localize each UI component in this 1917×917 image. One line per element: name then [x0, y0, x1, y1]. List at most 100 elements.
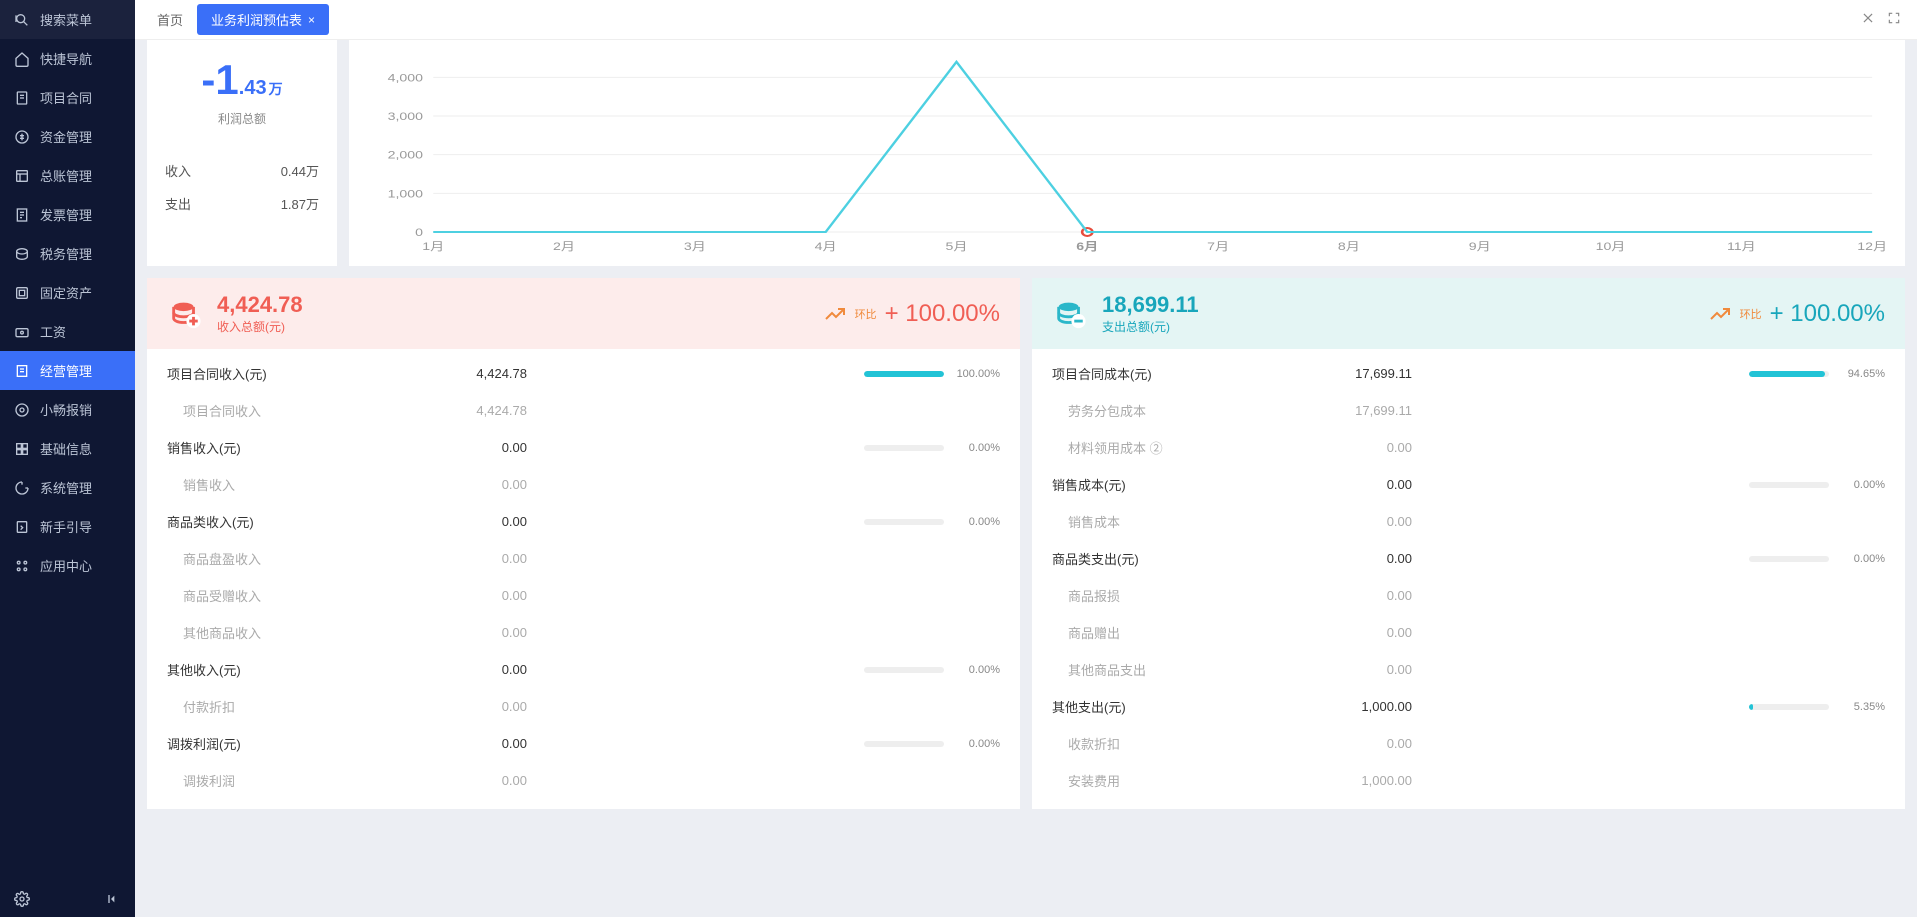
sidebar-item-label: 经营管理 [40, 361, 92, 380]
bar-wrap: 5.35% [1412, 701, 1885, 713]
sidebar-item-guide[interactable]: 新手引导 [0, 507, 135, 546]
row-val: 0.00 [387, 514, 527, 529]
sidebar-item-tax[interactable]: 税务管理 [0, 234, 135, 273]
sidebar-item-salary[interactable]: 工资 [0, 312, 135, 351]
sidebar-item-label: 应用中心 [40, 556, 92, 575]
sidebar-item-search[interactable]: 搜索菜单 [0, 0, 135, 39]
expense-sub: 支出总额(元) [1102, 318, 1199, 335]
sidebar-item-apps[interactable]: 应用中心 [0, 546, 135, 585]
bar-pct: 0.00% [952, 442, 1000, 454]
bar-track [1749, 482, 1829, 488]
bar-track [864, 519, 944, 525]
sidebar-item-reimburse[interactable]: 小畅报销 [0, 390, 135, 429]
row-name: 材料领用成本 ② [1052, 438, 1272, 457]
sidebar-item-home[interactable]: 快捷导航 [0, 39, 135, 78]
table-row: 销售成本(元)0.000.00% [1052, 466, 1885, 503]
expense-amount: 18,699.11 [1102, 292, 1199, 318]
row-name: 收款折扣 [1052, 734, 1272, 753]
sidebar-item-label: 工资 [40, 322, 66, 341]
row-name: 调拨利润 [167, 771, 387, 790]
row-val: 4,424.78 [387, 366, 527, 381]
bar-pct: 100.00% [952, 368, 1000, 380]
salary-icon [14, 324, 30, 340]
trend-up-icon [823, 302, 847, 326]
table-row: 调拨利润(元)0.000.00% [167, 725, 1000, 762]
row-name: 安装费用 [1052, 771, 1272, 790]
svg-text:4,000: 4,000 [388, 72, 423, 84]
bar-track [864, 667, 944, 673]
row-val: 0.00 [1272, 625, 1412, 640]
row-name: 其他商品支出 [1052, 660, 1272, 679]
expense-head: 18,699.11 支出总额(元) 环比 + 100.00% [1032, 278, 1905, 349]
row-val: 0.00 [1272, 551, 1412, 566]
collapse-icon[interactable] [105, 891, 121, 907]
table-row: 劳务分包成本17,699.11 [1052, 392, 1885, 429]
sidebar-item-book[interactable]: 总账管理 [0, 156, 135, 195]
sidebar-item-invoice[interactable]: 发票管理 [0, 195, 135, 234]
fullscreen-icon[interactable] [1887, 11, 1901, 28]
chart-card: 01,0002,0003,0004,0001月2月3月4月5月6月7月8月9月1… [349, 40, 1905, 266]
tab-home-label: 首页 [157, 10, 183, 29]
bar-wrap: 100.00% [527, 368, 1000, 380]
table-row: 项目合同收入4,424.78 [167, 392, 1000, 429]
row-val: 0.00 [387, 477, 527, 492]
main: 首页 业务利润预估表 × -1 .43 [135, 0, 1917, 917]
info-icon [14, 441, 30, 457]
row-val: 0.00 [1272, 477, 1412, 492]
row-name: 其他收入(元) [167, 660, 387, 679]
bar-fill [864, 371, 944, 377]
sidebar-item-asset[interactable]: 固定资产 [0, 273, 135, 312]
sidebar-item-doc[interactable]: 项目合同 [0, 78, 135, 117]
row-name: 商品赠出 [1052, 623, 1272, 642]
table-row: 商品报损0.00 [1052, 577, 1885, 614]
sidebar-item-label: 总账管理 [40, 166, 92, 185]
income-ring-label: 环比 [855, 306, 877, 322]
sidebar-item-label: 固定资产 [40, 283, 92, 302]
tab-home[interactable]: 首页 [143, 4, 197, 35]
profit-unit: 万 [269, 79, 283, 99]
row-val: 1,000.00 [1272, 773, 1412, 788]
row-name: 销售成本(元) [1052, 475, 1272, 494]
settings-icon[interactable] [14, 891, 30, 907]
sidebar-item-info[interactable]: 基础信息 [0, 429, 135, 468]
bar-track [1749, 556, 1829, 562]
tab-active-label: 业务利润预估表 [211, 10, 302, 29]
profit-row-key: 支出 [165, 194, 191, 213]
sidebar-item-label: 系统管理 [40, 478, 92, 497]
bar-track [1749, 371, 1829, 377]
row-name: 销售收入 [167, 475, 387, 494]
sidebar-item-system[interactable]: 系统管理 [0, 468, 135, 507]
bar-track [864, 445, 944, 451]
bar-pct: 0.00% [952, 664, 1000, 676]
svg-text:7月: 7月 [1207, 240, 1229, 252]
trend-up-icon [1708, 302, 1732, 326]
table-row: 商品类支出(元)0.000.00% [1052, 540, 1885, 577]
row-name: 其他商品收入 [167, 623, 387, 642]
row-name: 商品类收入(元) [167, 512, 387, 531]
income-amount: 4,424.78 [217, 292, 303, 318]
sidebar-item-manage[interactable]: 经营管理 [0, 351, 135, 390]
bar-track [864, 371, 944, 377]
table-row: 收款折扣0.00 [1052, 725, 1885, 762]
row-val: 17,699.11 [1272, 366, 1412, 381]
profit-row-val: 1.87万 [281, 194, 319, 213]
row-val: 0.00 [387, 662, 527, 677]
table-row: 其他商品收入0.00 [167, 614, 1000, 651]
svg-text:3,000: 3,000 [388, 110, 423, 122]
sidebar-item-label: 新手引导 [40, 517, 92, 536]
bar-fill [1749, 371, 1825, 377]
tab-active[interactable]: 业务利润预估表 × [197, 4, 329, 35]
svg-text:1月: 1月 [422, 240, 444, 252]
asset-icon [14, 285, 30, 301]
bar-pct: 5.35% [1837, 701, 1885, 713]
row-name: 商品受赠收入 [167, 586, 387, 605]
sidebar-footer [0, 881, 135, 917]
book-icon [14, 168, 30, 184]
row-val: 0.00 [1272, 662, 1412, 677]
sidebar-item-money[interactable]: 资金管理 [0, 117, 135, 156]
income-head: 4,424.78 收入总额(元) 环比 + 100.00% [147, 278, 1020, 349]
tab-close-all-icon[interactable] [1861, 11, 1875, 28]
close-icon[interactable]: × [308, 13, 315, 27]
table-row: 付款折扣0.00 [167, 688, 1000, 725]
sidebar-item-label: 项目合同 [40, 88, 92, 107]
